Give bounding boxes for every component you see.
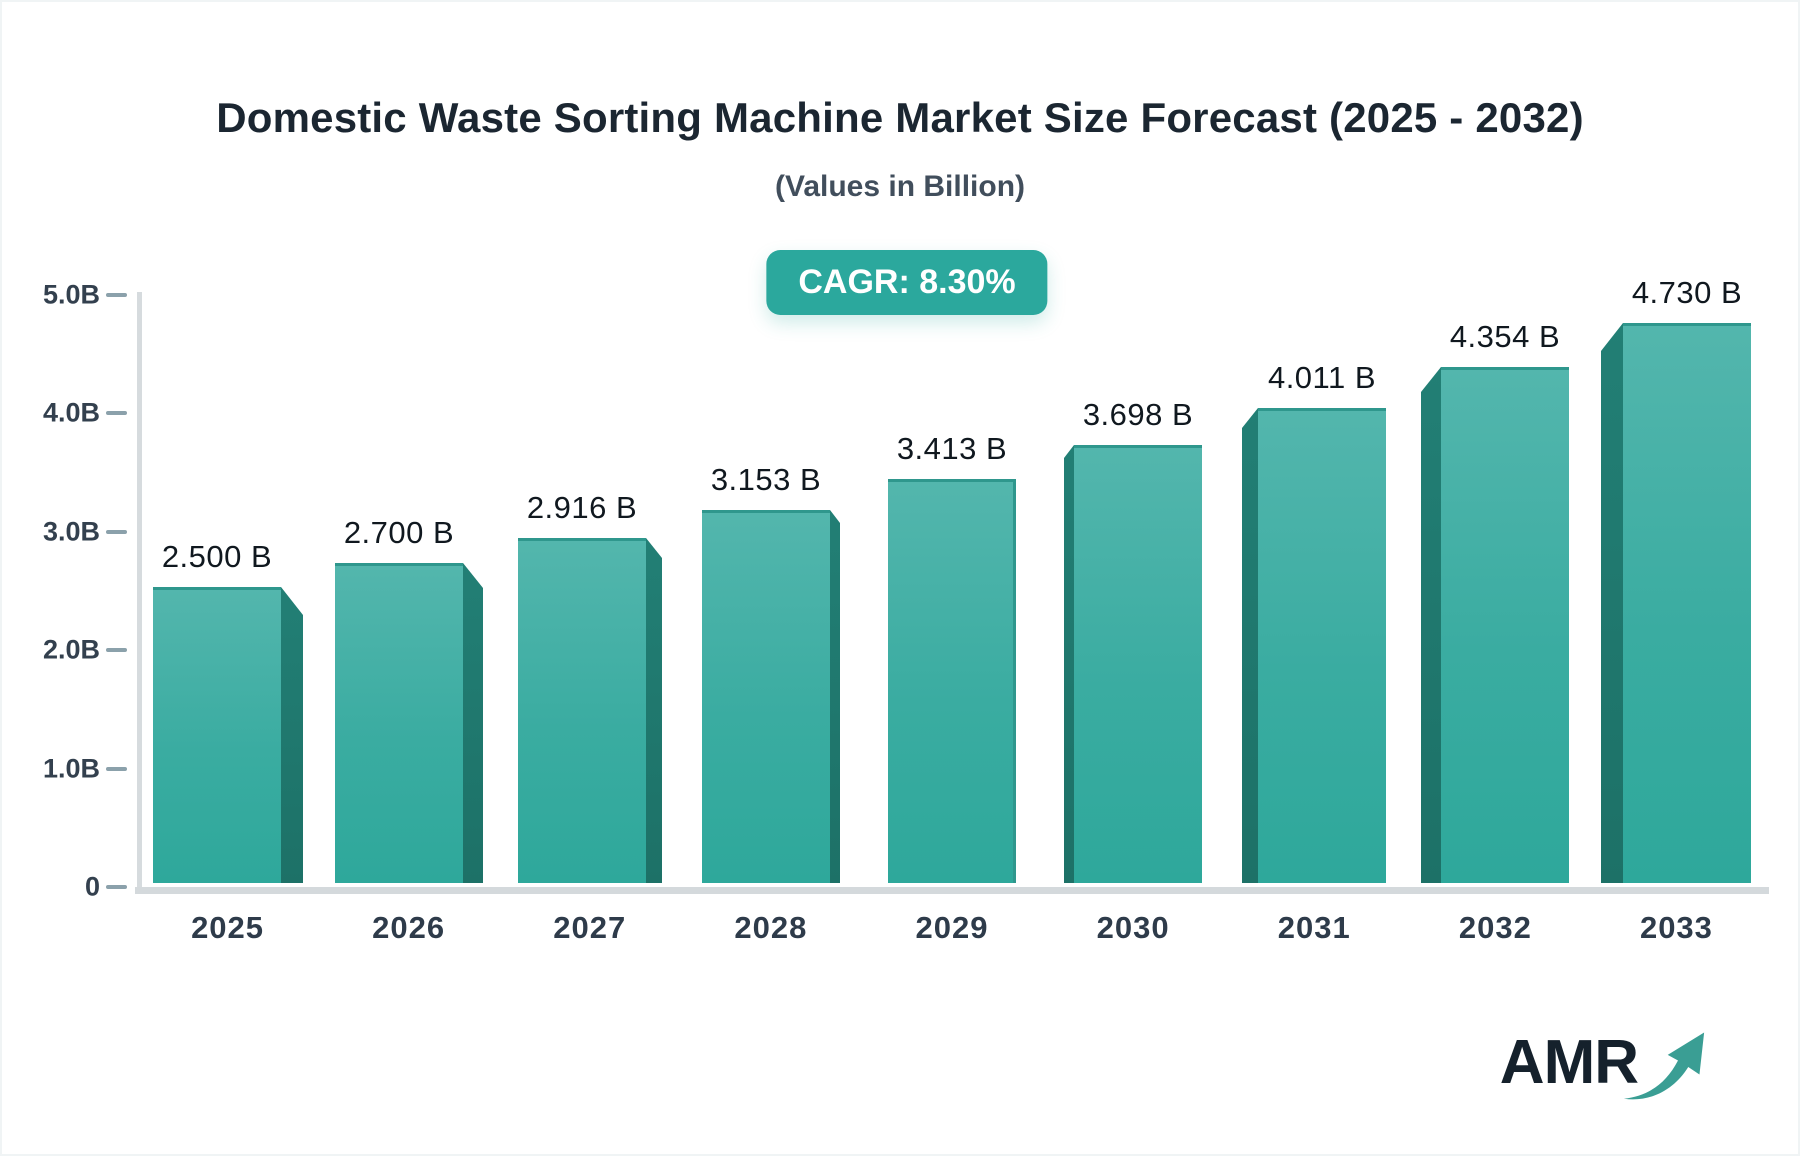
bar-value-label: 3.698 B xyxy=(1082,397,1194,432)
x-axis-label: 2032 xyxy=(1458,910,1532,945)
bar-face xyxy=(888,479,1016,883)
bar-side-3d xyxy=(1421,367,1441,883)
x-axis-label: 2031 xyxy=(1277,910,1351,945)
bar-2028: 3.153 B xyxy=(702,462,840,883)
x-axis-label: 2025 xyxy=(191,910,265,945)
x-axis-label: 2030 xyxy=(1096,910,1170,945)
bar-value-label: 4.354 B xyxy=(1449,319,1561,354)
y-tick-label: 0 xyxy=(84,871,100,902)
bar-face xyxy=(1258,408,1386,883)
bar-side-3d xyxy=(830,510,840,883)
bar-value-label: 4.011 B xyxy=(1267,360,1377,395)
bar-side-3d xyxy=(646,538,662,883)
bar-value-label: 3.153 B xyxy=(710,462,822,497)
x-axis-label: 2027 xyxy=(553,910,627,945)
bar-side-3d xyxy=(281,587,303,883)
cagr-badge: CAGR: 8.30% xyxy=(766,250,1048,315)
chart-subtitle: (Values in Billion) xyxy=(774,170,1026,203)
amr-logo-text: AMR xyxy=(1499,1028,1639,1097)
bar-face xyxy=(335,563,463,883)
bar-face xyxy=(1074,445,1202,883)
trend-up-arrow-icon xyxy=(1623,1032,1705,1100)
bar-side-3d xyxy=(1242,408,1258,883)
bar-2027: 2.916 B xyxy=(518,490,662,883)
bar-value-label: 2.500 B xyxy=(161,539,273,574)
y-tick-label: 5.0B xyxy=(42,279,100,310)
y-tick-mark xyxy=(106,411,127,416)
bar-2033: 4.730 B xyxy=(1601,275,1751,883)
x-axis-label: 2033 xyxy=(1639,910,1713,945)
y-tick-mark xyxy=(106,766,127,771)
bar-value-label: 2.700 B xyxy=(343,515,455,550)
bar-side-3d xyxy=(1601,323,1623,883)
bar-value-label: 3.413 B xyxy=(896,431,1008,466)
y-tick-label: 3.0B xyxy=(42,516,100,547)
y-tick-label: 1.0B xyxy=(42,753,100,784)
bar-face xyxy=(153,587,281,883)
bar-2029: 3.413 B xyxy=(888,431,1016,883)
bar-2026: 2.700 B xyxy=(335,515,483,883)
y-axis-line xyxy=(137,292,142,887)
bar-side-3d xyxy=(1064,445,1074,883)
y-tick-label: 2.0B xyxy=(42,634,100,665)
x-axis-label: 2028 xyxy=(734,910,808,945)
y-tick-mark xyxy=(106,293,127,297)
bar-2032: 4.354 B xyxy=(1421,319,1569,883)
x-axis-label: 2026 xyxy=(372,910,446,945)
x-axis-label: 2029 xyxy=(915,910,989,945)
bar-2025: 2.500 B xyxy=(153,539,303,883)
bar-face xyxy=(702,510,830,883)
bar-2030: 3.698 B xyxy=(1064,397,1202,883)
y-tick-mark xyxy=(106,648,127,653)
bar-side-3d xyxy=(463,563,483,883)
bar-2031: 4.011 B xyxy=(1242,360,1386,883)
chart-title: Domestic Waste Sorting Machine Market Si… xyxy=(216,94,1584,141)
x-axis-baseline xyxy=(135,887,1769,894)
bar-face xyxy=(518,538,646,883)
y-tick-label: 4.0B xyxy=(42,397,100,428)
amr-logo: AMR xyxy=(1500,1032,1706,1106)
bar-value-label: 4.730 B xyxy=(1631,275,1743,310)
bar-value-label: 2.916 B xyxy=(526,490,638,525)
bar-face xyxy=(1441,367,1569,883)
y-tick-mark xyxy=(106,885,127,889)
bar-face xyxy=(1623,323,1751,883)
y-tick-mark xyxy=(106,529,127,534)
